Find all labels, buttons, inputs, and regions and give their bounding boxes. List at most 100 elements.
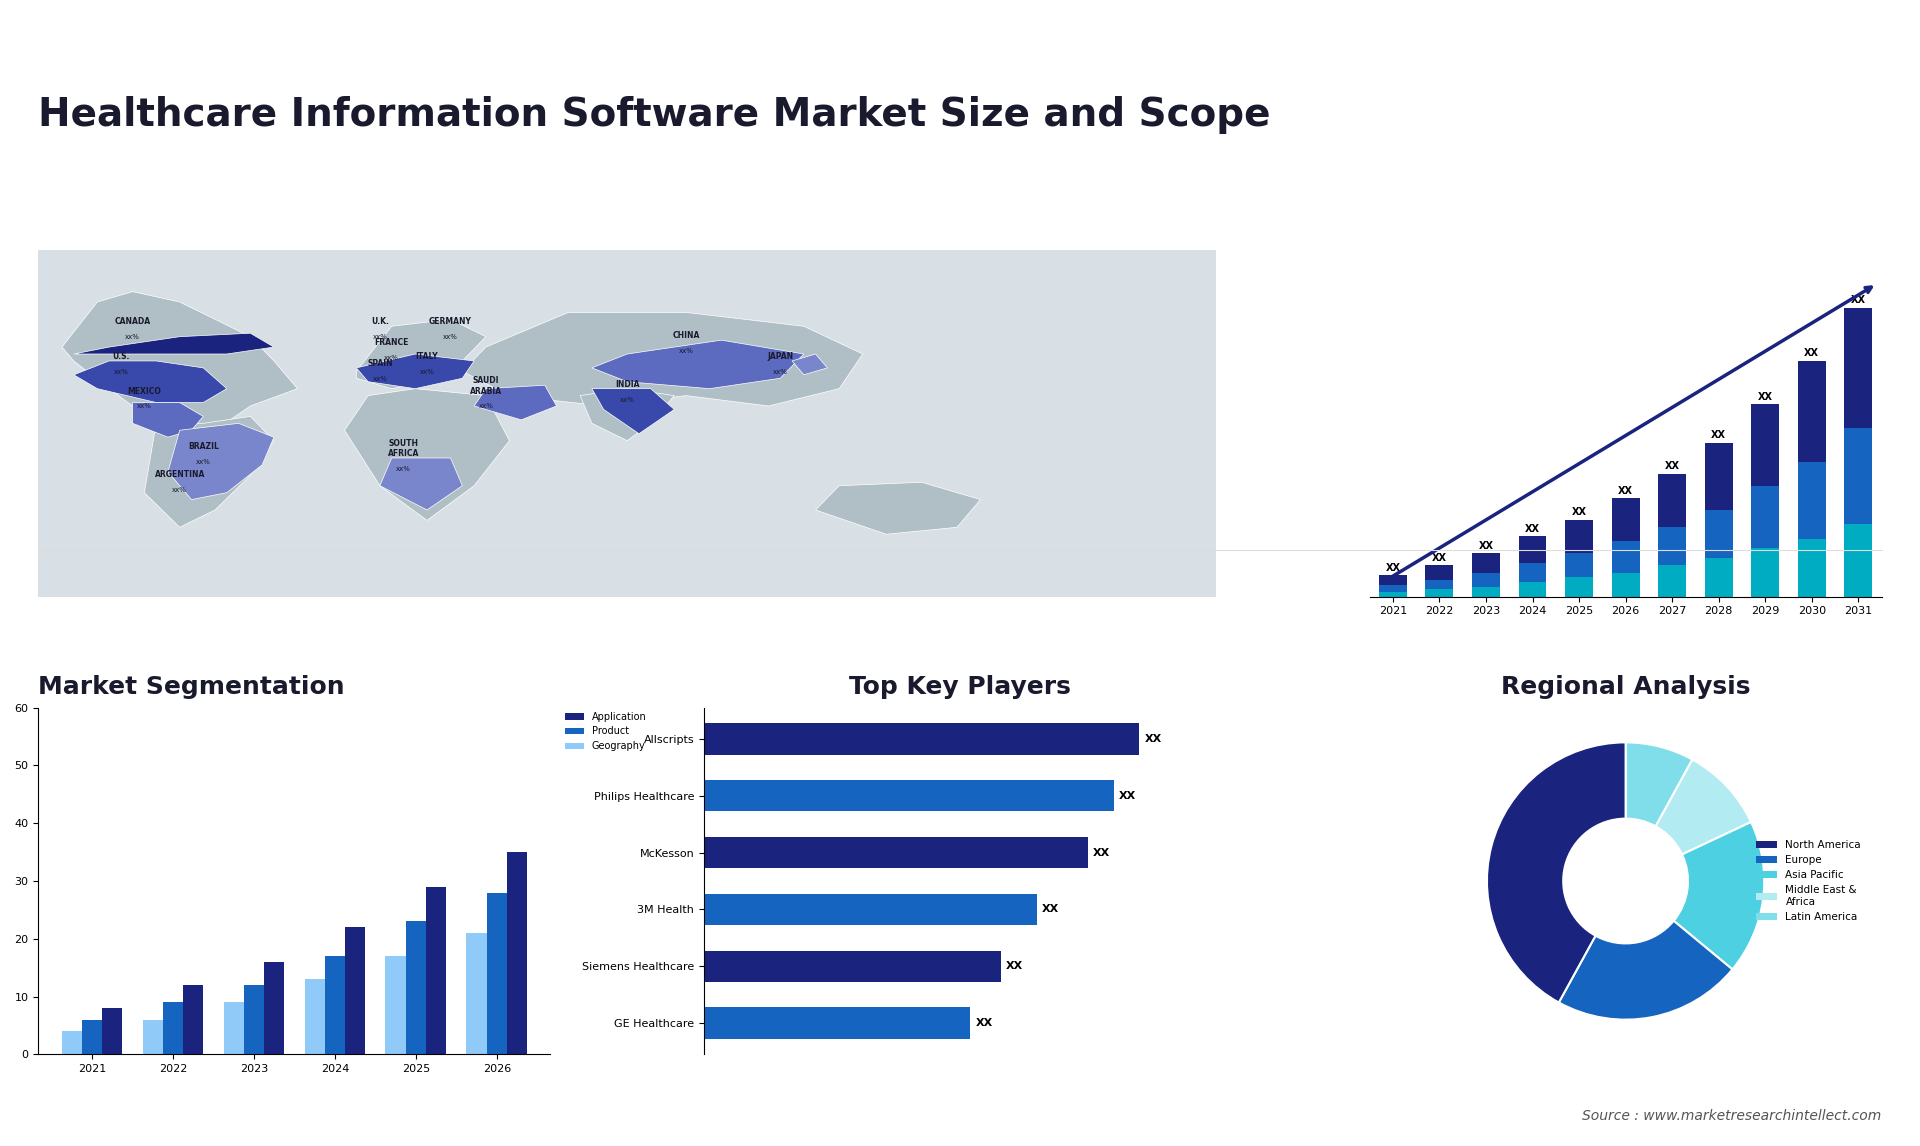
Polygon shape [474,385,557,419]
Bar [1845,525,1872,597]
Polygon shape [357,354,474,388]
Text: xx%: xx% [774,369,787,375]
Text: U.K.: U.K. [371,317,390,327]
Text: SAUDI
ARABIA: SAUDI ARABIA [470,376,501,395]
Bar [1659,474,1686,527]
Bar [705,723,1139,755]
Bar [1379,584,1407,591]
Text: ARGENTINA: ARGENTINA [154,470,205,479]
Text: GERMANY: GERMANY [430,317,472,327]
Text: XX: XX [1572,508,1586,517]
Text: U.S.: U.S. [111,352,129,361]
Text: XX: XX [1665,462,1680,471]
Bar [305,979,324,1054]
Legend: Application, Product, Geography: Application, Product, Geography [561,708,651,755]
Bar [1379,575,1407,584]
Bar [467,933,486,1054]
Text: xx%: xx% [136,403,152,409]
Text: XX: XX [1043,904,1060,915]
Text: XX: XX [1386,563,1400,573]
Text: XX: XX [975,1018,993,1028]
Bar [705,1007,970,1038]
Text: XX: XX [1619,486,1634,495]
Text: SOUTH
AFRICA: SOUTH AFRICA [388,439,419,458]
Bar [1705,442,1732,510]
Bar [1845,429,1872,525]
Text: XX: XX [1006,961,1023,971]
Wedge shape [1559,920,1732,1020]
Text: XX: XX [1711,430,1726,440]
Polygon shape [816,482,981,534]
Text: MEXICO: MEXICO [127,386,161,395]
Text: XX: XX [1805,348,1820,359]
Text: XX: XX [1144,735,1162,744]
Text: xx%: xx% [173,487,186,493]
Bar [426,887,445,1054]
Text: xx%: xx% [620,397,636,402]
Text: xx%: xx% [444,335,459,340]
Text: xx%: xx% [125,335,140,340]
Text: xx%: xx% [196,458,211,465]
Bar [1519,582,1546,597]
Bar [1473,587,1500,597]
Bar [346,927,365,1054]
Bar [1425,589,1453,597]
Wedge shape [1674,822,1764,970]
Bar [61,1031,83,1054]
Polygon shape [73,361,227,402]
Bar [244,986,265,1054]
Bar [1751,405,1780,486]
Bar [1519,536,1546,563]
Bar [102,1008,123,1054]
Polygon shape [463,313,862,406]
Wedge shape [1486,743,1626,1003]
Polygon shape [344,388,509,520]
Bar [486,893,507,1054]
Bar [1705,558,1732,597]
Bar [1797,462,1826,539]
Bar [324,956,346,1054]
Text: xx%: xx% [372,376,388,382]
Bar [163,1003,182,1054]
Polygon shape [357,320,486,388]
Text: ITALY: ITALY [417,352,438,361]
Bar [223,1003,244,1054]
Bar [705,950,1000,982]
Text: xx%: xx% [396,466,411,472]
Polygon shape [73,333,275,354]
Bar [1751,549,1780,597]
Wedge shape [1626,743,1692,826]
Bar [1425,580,1453,589]
Polygon shape [591,388,674,433]
Bar [1751,486,1780,549]
Bar [507,853,528,1054]
Bar [1845,308,1872,429]
Bar [265,961,284,1054]
Text: XX: XX [1119,791,1137,801]
Legend: North America, Europe, Asia Pacific, Middle East &
Africa, Latin America: North America, Europe, Asia Pacific, Mid… [1753,835,1864,926]
Text: Source : www.marketresearchintellect.com: Source : www.marketresearchintellect.com [1582,1109,1882,1123]
Text: xx%: xx% [384,355,399,361]
Polygon shape [61,291,298,430]
Bar [142,1020,163,1054]
Text: XX: XX [1092,848,1110,857]
Polygon shape [144,416,275,527]
Bar [1565,578,1594,597]
Text: XX: XX [1478,541,1494,551]
Text: FRANCE: FRANCE [374,338,409,347]
Bar [1611,541,1640,573]
Bar [1519,563,1546,582]
Bar [83,1020,102,1054]
Bar [1473,573,1500,587]
Bar [705,780,1114,811]
Text: xx%: xx% [478,403,493,409]
Polygon shape [591,340,804,388]
Wedge shape [1655,760,1751,855]
Title: Top Key Players: Top Key Players [849,675,1071,699]
Bar [705,837,1089,869]
Text: xx%: xx% [372,335,388,340]
Text: Healthcare Information Software Market Size and Scope: Healthcare Information Software Market S… [38,96,1271,134]
Bar [1473,554,1500,573]
Bar [1565,519,1594,554]
Bar [1659,527,1686,565]
